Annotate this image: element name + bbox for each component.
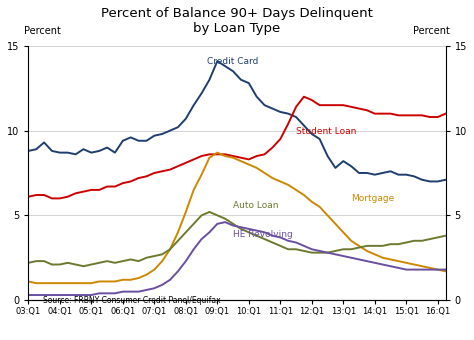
Text: Percent: Percent: [413, 26, 450, 36]
Text: Student Loan: Student Loan: [296, 127, 356, 136]
Text: Percent: Percent: [24, 26, 61, 36]
Text: Credit Card: Credit Card: [208, 57, 259, 66]
Text: HE Revolving: HE Revolving: [233, 230, 293, 239]
Title: Percent of Balance 90+ Days Delinquent
by Loan Type: Percent of Balance 90+ Days Delinquent b…: [101, 7, 373, 35]
Text: Source: FRBNY Consumer Credit Panel/Equifax: Source: FRBNY Consumer Credit Panel/Equi…: [43, 296, 220, 305]
Text: Auto Loan: Auto Loan: [233, 201, 279, 210]
Text: Mortgage: Mortgage: [351, 194, 394, 203]
